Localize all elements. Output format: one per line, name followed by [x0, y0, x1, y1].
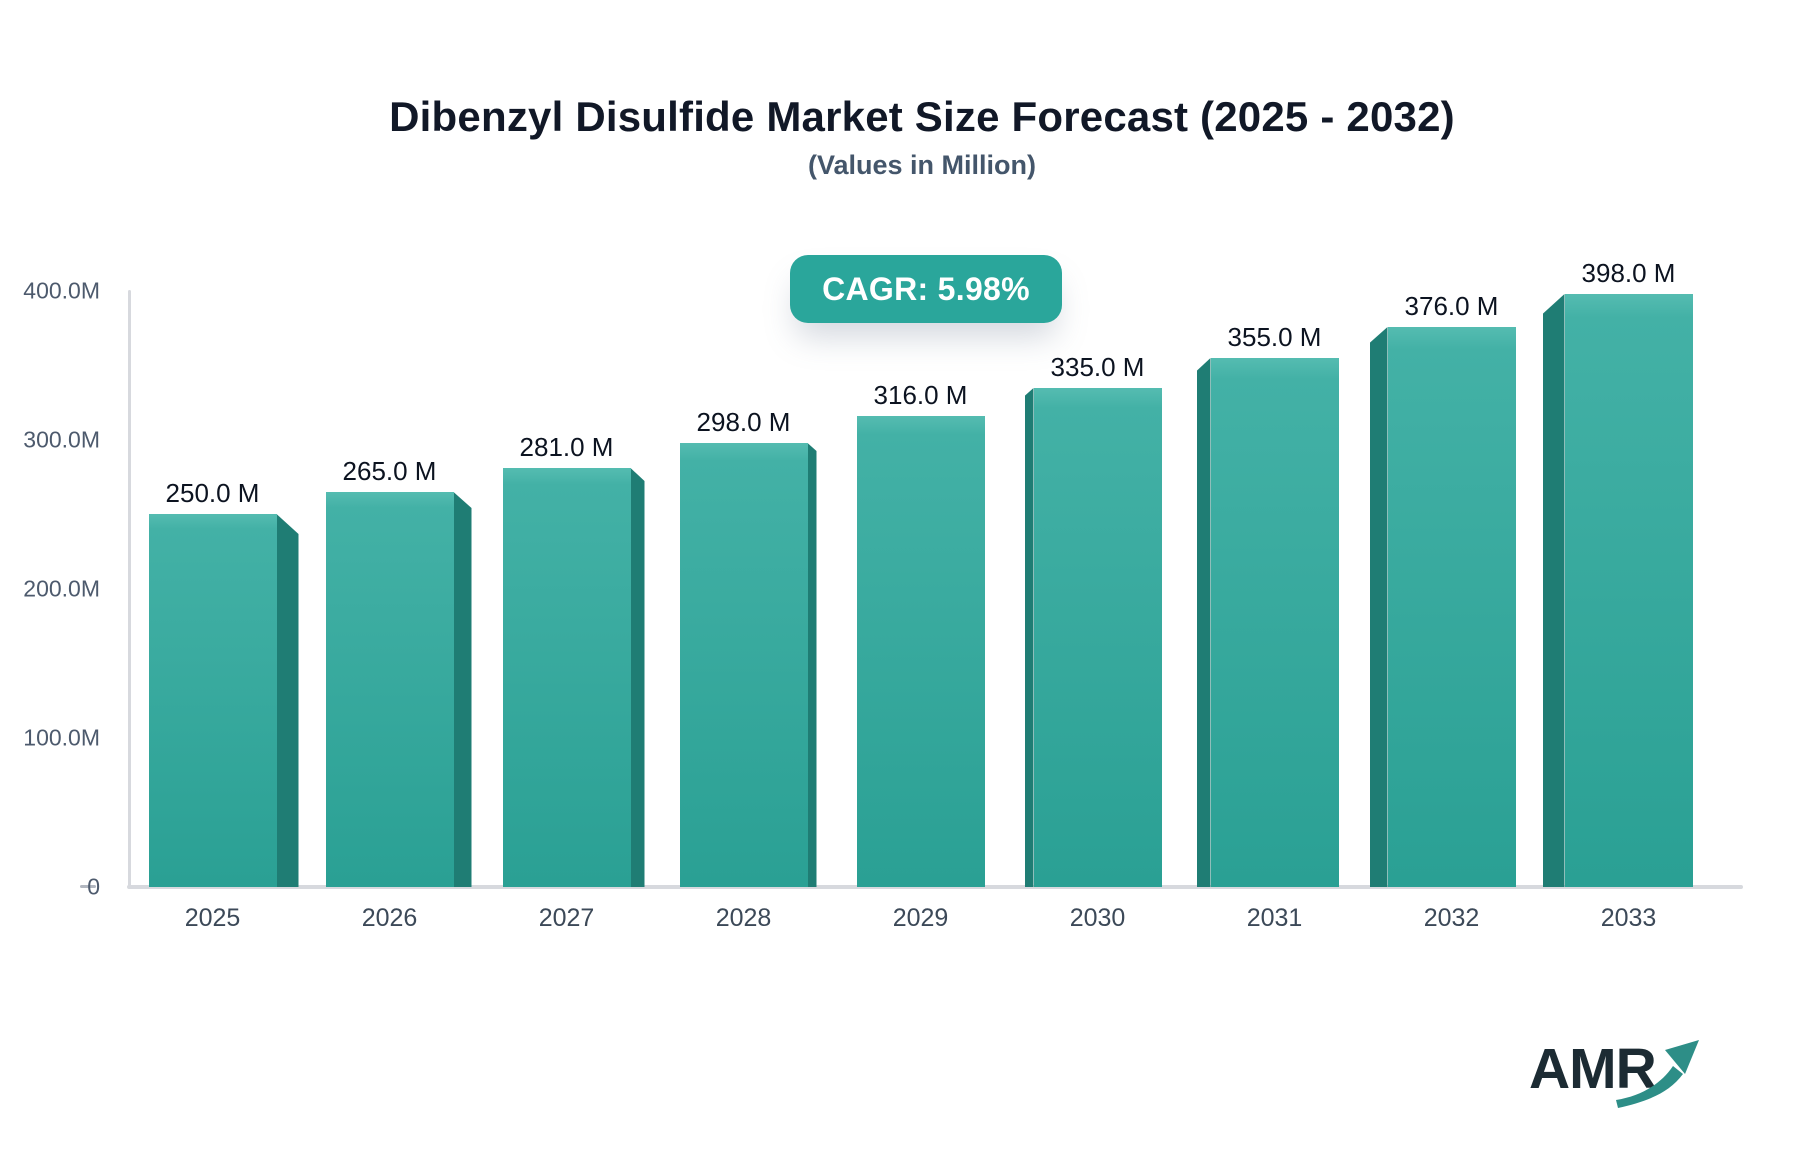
bar-2032: [1387, 327, 1516, 887]
bar-value-label-2028: 298.0 M: [696, 407, 791, 437]
growth-arrow-icon: [1616, 1066, 1683, 1108]
y-axis-line: [128, 290, 131, 887]
x-tick-label-2027: 2027: [538, 904, 595, 932]
chart-subtitle: (Values in Million): [807, 150, 1037, 180]
x-tick-label-2030: 2030: [1069, 904, 1126, 932]
zero-tick-mark: [80, 885, 96, 888]
bar-value-label-2025: 250.0 M: [165, 478, 260, 508]
amr-logo: AMR: [1529, 1037, 1699, 1108]
bar-side-2027: [630, 468, 645, 887]
bar-value-label-2031: 355.0 M: [1227, 322, 1322, 352]
bar-side-2025: [276, 514, 299, 887]
y-tick-label-200.0M: 200.0M: [23, 575, 100, 602]
y-tick-label-0: 0: [87, 873, 100, 900]
y-tick-label-300.0M: 300.0M: [23, 426, 100, 453]
bar-2028: [679, 443, 808, 887]
x-tick-label-2032: 2032: [1423, 904, 1480, 932]
bar-value-label-2027: 281.0 M: [519, 432, 614, 462]
bar-side-2026: [453, 492, 472, 887]
x-tick-label-2028: 2028: [715, 904, 772, 932]
bar-2030: [1033, 388, 1162, 887]
bar-2029: [856, 416, 985, 887]
bar-side-2031: [1196, 358, 1211, 887]
x-tick-label-2031: 2031: [1246, 904, 1303, 932]
bar-2027: [502, 468, 631, 887]
bar-value-label-2030: 335.0 M: [1050, 352, 1145, 382]
bar-value-label-2026: 265.0 M: [342, 456, 437, 486]
bar-value-label-2029: 316.0 M: [873, 380, 968, 410]
growth-arrow-head-icon: [1665, 1040, 1699, 1074]
bar-2031: [1210, 358, 1339, 887]
x-tick-label-2025: 2025: [184, 904, 241, 932]
bar-2026: [325, 492, 454, 887]
bar-2025: [148, 514, 277, 887]
y-tick-label-400.0M: 400.0M: [23, 277, 100, 304]
cagr-badge: CAGR: 5.98%: [790, 255, 1062, 323]
x-tick-label-2026: 2026: [361, 904, 418, 932]
chart-title: Dibenzyl Disulfide Market Size Forecast …: [389, 93, 1455, 140]
x-tick-label-2029: 2029: [892, 904, 949, 932]
bar-side-2028: [807, 443, 817, 887]
bar-value-label-2032: 376.0 M: [1404, 291, 1499, 321]
amr-logo-text: AMR: [1529, 1037, 1656, 1101]
bar-side-2030: [1024, 388, 1034, 887]
bar-side-2032: [1369, 327, 1388, 887]
x-tick-label-2033: 2033: [1600, 904, 1657, 932]
bar-value-label-2033: 398.0 M: [1581, 258, 1676, 288]
x-axis-line: [127, 885, 1743, 889]
bar-2033: [1564, 294, 1693, 887]
y-tick-label-100.0M: 100.0M: [23, 724, 100, 751]
bar-side-2033: [1542, 294, 1565, 887]
